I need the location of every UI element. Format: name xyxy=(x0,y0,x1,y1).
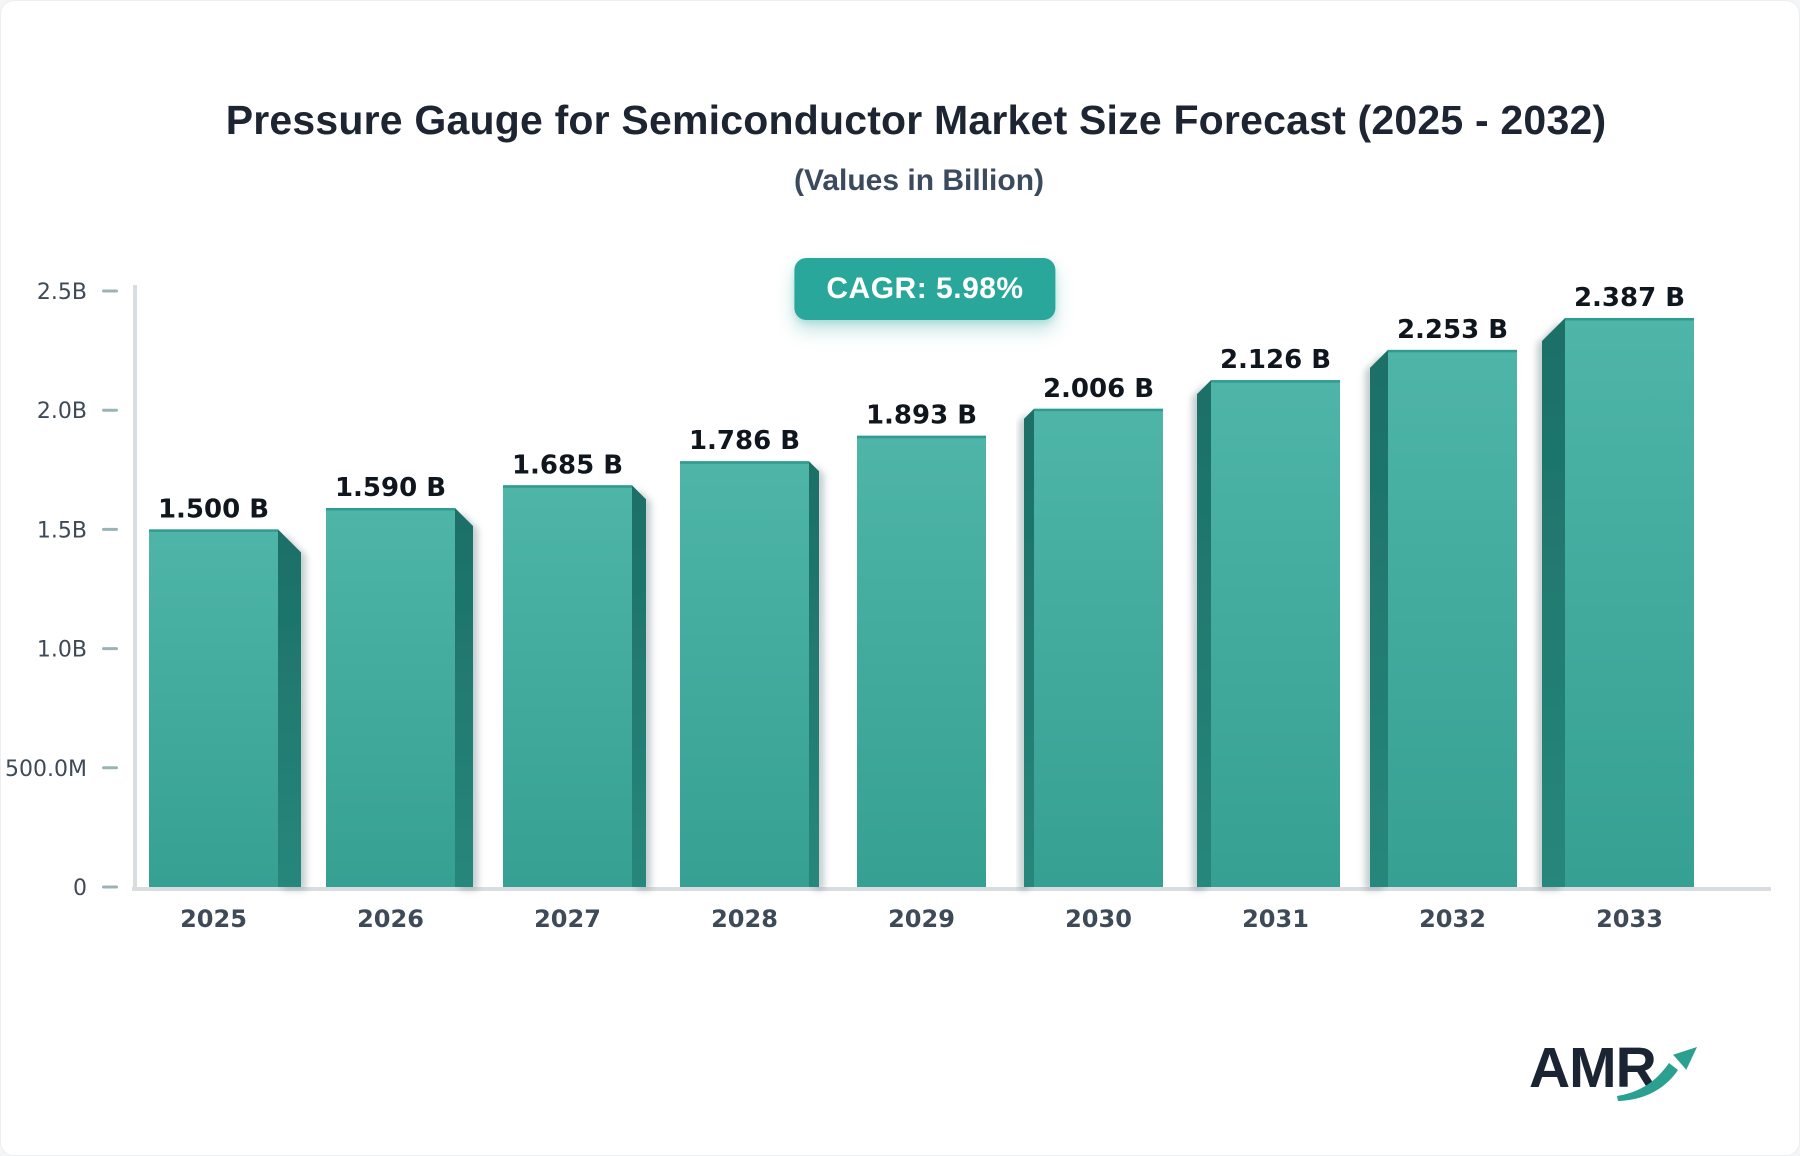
x-axis-label: 2030 xyxy=(1065,905,1132,933)
bar-value-label: 1.685 B xyxy=(512,450,623,480)
growth-arrow-icon xyxy=(1617,1047,1697,1101)
bar-value-label: 2.006 B xyxy=(1043,374,1154,404)
y-axis-tick-label: 2.0B xyxy=(37,399,87,424)
bar-front-face xyxy=(326,507,455,887)
bar-value-label: 1.893 B xyxy=(866,401,977,431)
bar-front-face xyxy=(680,461,809,887)
bar-front-face xyxy=(857,435,986,887)
cagr-badge-label: CAGR: 5.98% xyxy=(826,272,1024,305)
cagr-badge: CAGR: 5.98% xyxy=(794,258,1056,320)
x-axis-label: 2025 xyxy=(180,905,247,933)
bar-side-face xyxy=(1370,349,1388,888)
x-axis-label: 2033 xyxy=(1596,905,1663,933)
y-axis-tick xyxy=(102,885,118,889)
bar-value-label: 2.387 B xyxy=(1574,283,1685,313)
y-axis-tick xyxy=(102,766,118,770)
bar-side-face xyxy=(1542,317,1565,887)
bar-side-face xyxy=(1197,380,1211,887)
bar-front-face xyxy=(1034,408,1163,887)
bar-front-face xyxy=(1388,349,1517,888)
x-axis-label: 2029 xyxy=(888,905,955,933)
page-title: Pressure Gauge for Semiconductor Market … xyxy=(225,97,1607,143)
y-axis-tick xyxy=(102,408,118,412)
arrow-head xyxy=(1673,1047,1697,1070)
bar-2030: 2.006 B 2030 xyxy=(1024,374,1163,933)
bar-value-label: 1.786 B xyxy=(689,426,800,456)
y-axis-tick-label: 1.0B xyxy=(37,638,87,663)
y-axis-tick-label: 1.5B xyxy=(37,518,87,543)
bar-2029: 1.893 B 2029 xyxy=(857,401,986,933)
bar-front-face xyxy=(503,485,632,887)
arrow-tail xyxy=(1617,1063,1678,1101)
y-axis-line xyxy=(133,285,137,889)
x-axis-label: 2026 xyxy=(357,905,424,933)
x-axis-label: 2027 xyxy=(534,905,601,933)
bar-side-face xyxy=(1024,408,1034,887)
y-axis-tick-label: 0 xyxy=(73,876,87,901)
bar-value-label: 1.500 B xyxy=(158,494,269,524)
bar-side-face xyxy=(278,529,301,887)
y-axis-tick xyxy=(102,289,118,293)
y-axis-tick-label: 2.5B xyxy=(37,280,87,305)
bar-2026: 1.590 B 2026 xyxy=(326,473,473,933)
bar-front-face xyxy=(1211,380,1340,887)
x-axis-line xyxy=(132,887,1771,891)
bar-front-face xyxy=(1565,317,1694,887)
amr-logo-text: AMR xyxy=(1529,1036,1657,1100)
y-axis-tick xyxy=(102,647,118,651)
x-axis-label: 2028 xyxy=(711,905,778,933)
bar-value-label: 2.253 B xyxy=(1397,315,1508,345)
x-axis-label: 2031 xyxy=(1242,905,1309,933)
amr-logo: AMR xyxy=(1529,1035,1739,1127)
bar-value-label: 1.590 B xyxy=(335,473,446,503)
bar-value-label: 2.126 B xyxy=(1220,345,1331,375)
bar-2025: 1.500 B 2025 xyxy=(149,494,301,933)
bar-side-face xyxy=(632,485,646,887)
bar-2028: 1.786 B 2028 xyxy=(680,426,819,933)
bar-2027: 1.685 B 2027 xyxy=(503,450,646,933)
page-subtitle: (Values in Billion) xyxy=(793,164,1045,197)
bar-2032: 2.253 B 2032 xyxy=(1370,315,1517,933)
bar-side-face xyxy=(809,461,819,887)
y-axis-tick-label: 500.0M xyxy=(5,757,87,782)
bar-front-face xyxy=(149,529,278,887)
bar-2031: 2.126 B 2031 xyxy=(1197,345,1340,933)
y-axis-tick xyxy=(102,527,118,531)
x-axis-label: 2032 xyxy=(1419,905,1486,933)
bar-2033: 2.387 B 2033 xyxy=(1542,283,1694,933)
bar-side-face xyxy=(455,507,473,887)
